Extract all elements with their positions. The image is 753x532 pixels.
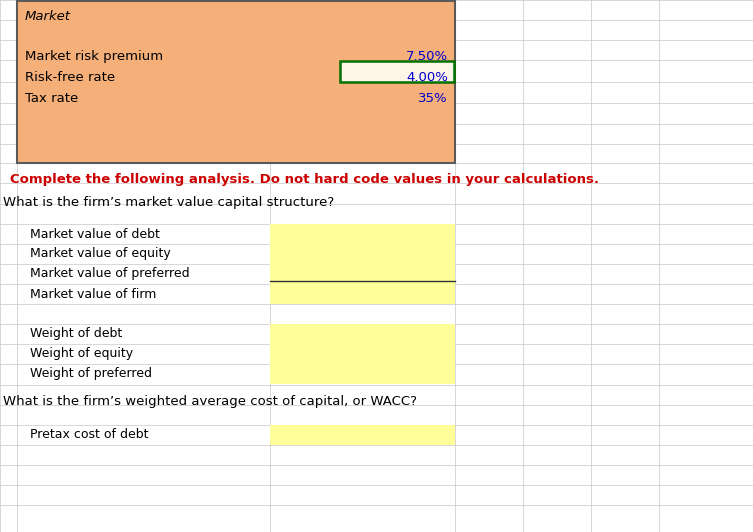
- Text: Market: Market: [25, 10, 71, 23]
- Bar: [270, 324, 455, 384]
- Text: Weight of preferred: Weight of preferred: [30, 368, 152, 380]
- Text: Complete the following analysis. Do not hard code values in your calculations.: Complete the following analysis. Do not …: [10, 173, 599, 186]
- Text: Tax rate: Tax rate: [25, 92, 78, 105]
- Text: Pretax cost of debt: Pretax cost of debt: [30, 428, 148, 442]
- Text: Market value of debt: Market value of debt: [30, 228, 160, 240]
- Text: Market value of firm: Market value of firm: [30, 287, 157, 301]
- Text: 7.50%: 7.50%: [406, 50, 448, 63]
- Text: 35%: 35%: [419, 92, 448, 105]
- Bar: [270, 224, 455, 284]
- Bar: [270, 425, 455, 445]
- Text: Weight of debt: Weight of debt: [30, 328, 122, 340]
- Bar: [17, 1, 455, 163]
- Bar: [340, 61, 454, 82]
- Text: 4.00%: 4.00%: [406, 71, 448, 84]
- Text: Weight of equity: Weight of equity: [30, 347, 133, 361]
- Text: Risk-free rate: Risk-free rate: [25, 71, 115, 84]
- Text: Market value of equity: Market value of equity: [30, 247, 171, 261]
- Text: What is the firm’s weighted average cost of capital, or WACC?: What is the firm’s weighted average cost…: [3, 395, 417, 408]
- Text: 4.00%: 4.00%: [406, 71, 448, 84]
- Text: What is the firm’s market value capital structure?: What is the firm’s market value capital …: [3, 196, 334, 209]
- Bar: [270, 284, 455, 304]
- Text: Market value of preferred: Market value of preferred: [30, 268, 190, 280]
- Text: Market risk premium: Market risk premium: [25, 50, 163, 63]
